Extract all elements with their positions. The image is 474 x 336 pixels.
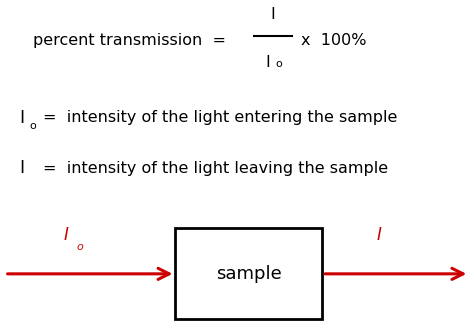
Text: I: I <box>64 225 69 244</box>
Text: I: I <box>19 109 24 127</box>
Text: sample: sample <box>216 265 282 283</box>
Text: o: o <box>276 59 283 69</box>
Text: o: o <box>77 242 83 252</box>
Text: =  intensity of the light entering the sample: = intensity of the light entering the sa… <box>43 110 397 125</box>
Text: x  100%: x 100% <box>301 33 366 48</box>
Text: I: I <box>377 225 382 244</box>
Text: o: o <box>29 121 36 131</box>
Text: I: I <box>270 7 275 22</box>
Bar <box>175 228 322 319</box>
Text: =  intensity of the light leaving the sample: = intensity of the light leaving the sam… <box>43 161 388 175</box>
Text: percent transmission  =: percent transmission = <box>33 33 226 48</box>
Text: I: I <box>265 55 270 71</box>
Text: I: I <box>19 159 24 177</box>
